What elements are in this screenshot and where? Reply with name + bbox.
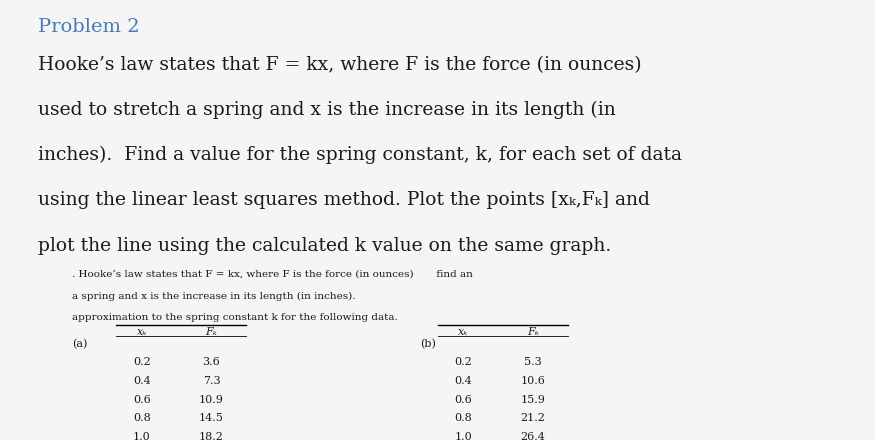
Text: 21.2: 21.2 [521,414,546,423]
Text: Hooke’s law states that F = kx, where F is the force (in ounces): Hooke’s law states that F = kx, where F … [38,56,641,74]
Text: 0.2: 0.2 [455,357,472,367]
Text: Problem 2: Problem 2 [38,18,139,37]
Text: used to stretch a spring and x is the increase in its length (in: used to stretch a spring and x is the in… [38,101,615,119]
Text: 0.4: 0.4 [133,376,150,386]
Text: xₖ: xₖ [136,327,147,337]
Text: plot the line using the calculated k value on the same graph.: plot the line using the calculated k val… [38,237,611,255]
Text: (b): (b) [420,339,436,349]
Text: 0.6: 0.6 [133,395,150,404]
Text: 26.4: 26.4 [521,432,546,440]
Text: . Hooke’s law states that F = kx, where F is the force (in ounces)       find an: . Hooke’s law states that F = kx, where … [73,270,473,279]
Text: 1.0: 1.0 [455,432,472,440]
Text: 0.6: 0.6 [455,395,472,404]
Text: 0.8: 0.8 [133,414,150,423]
Text: 18.2: 18.2 [199,432,224,440]
Text: using the linear least squares method. Plot the points [xₖ,Fₖ] and: using the linear least squares method. P… [38,191,649,209]
Text: 3.6: 3.6 [203,357,220,367]
Text: 5.3: 5.3 [524,357,542,367]
Text: a spring and x is the increase in its length (in inches).: a spring and x is the increase in its le… [73,292,356,301]
Text: 7.3: 7.3 [203,376,220,386]
Text: 10.6: 10.6 [521,376,546,386]
Text: Fₖ: Fₖ [528,327,539,337]
Text: Fₖ: Fₖ [206,327,217,337]
Text: approximation to the spring constant k for the following data.: approximation to the spring constant k f… [73,313,398,322]
Text: 14.5: 14.5 [199,414,224,423]
Text: 15.9: 15.9 [521,395,546,404]
Text: xₖ: xₖ [458,327,469,337]
Text: 10.9: 10.9 [199,395,224,404]
Text: (a): (a) [73,339,88,349]
Text: 0.2: 0.2 [133,357,150,367]
Text: 0.8: 0.8 [455,414,472,423]
Text: inches).  Find a value for the spring constant, k, for each set of data: inches). Find a value for the spring con… [38,146,682,165]
Text: 0.4: 0.4 [455,376,472,386]
Text: 1.0: 1.0 [133,432,150,440]
